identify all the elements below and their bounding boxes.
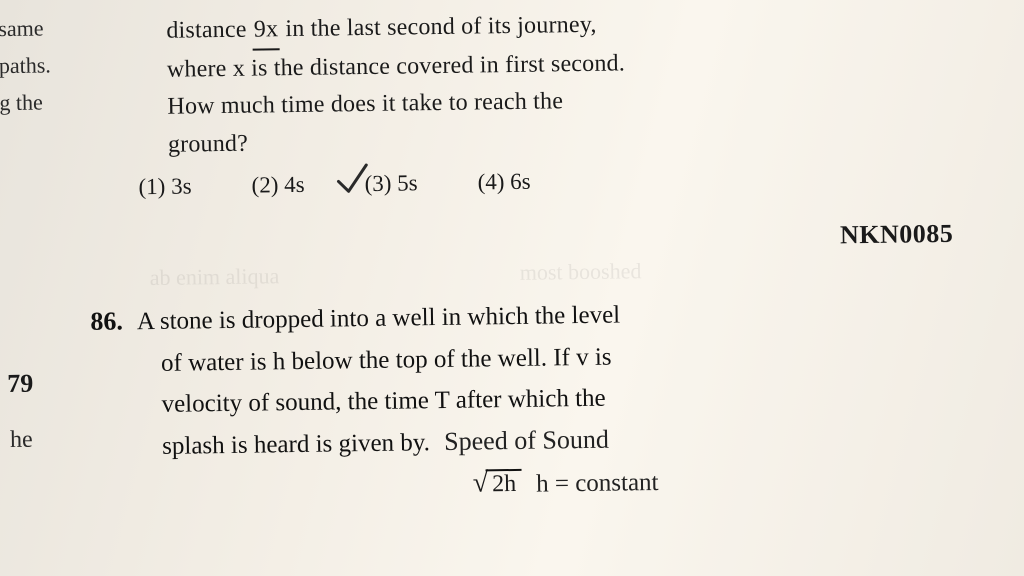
handwritten-speed-of-sound: Speed of Sound <box>444 425 609 456</box>
option-3-label: (3) 5s <box>364 170 417 196</box>
handwritten-h-constant: h = constant <box>536 469 659 499</box>
fragment-paths: paths. <box>0 47 99 84</box>
option-4: (4) 6s <box>477 168 530 195</box>
sqrt-2h: √ 2h <box>473 467 523 500</box>
checkmark-icon <box>334 161 370 197</box>
question-85-text: distance 9x in the last second of its jo… <box>166 1 982 163</box>
left-margin-fragments: same paths. g the <box>0 10 100 123</box>
q86-line4: splash is heard is given by. <box>162 429 430 460</box>
ghost-text: most booshed <box>520 258 642 286</box>
q85-l1b: in the last second of its journey, <box>279 12 597 42</box>
q85-options: (1) 3s (2) 4s (3) 5s (4) 6s <box>138 162 982 200</box>
option-3: (3) 5s <box>364 170 417 197</box>
ghost-text: ab enim aliqua <box>150 263 280 291</box>
left-number-79: 79 <box>7 369 33 399</box>
sqrt-content: 2h <box>486 468 522 497</box>
left-fragment-he: he <box>10 427 33 454</box>
bottom-fragment: √ 2h h = constant <box>473 460 987 499</box>
option-1: (1) 3s <box>138 173 191 200</box>
q85-9x: 9x <box>253 11 280 51</box>
fragment-gthe: g the <box>0 84 100 121</box>
fragment-same: same <box>0 10 99 47</box>
q86-number: 86. <box>90 300 123 343</box>
q85-l1a: distance <box>166 17 253 44</box>
option-2: (2) 4s <box>251 172 304 199</box>
question-code: NKN0085 <box>9 219 953 262</box>
question-86: 86. A stone is dropped into a well in whi… <box>90 288 986 469</box>
q86-l1: A stone is dropped into a well in which … <box>137 301 621 335</box>
textbook-page: same paths. g the distance 9x in the las… <box>0 0 1024 576</box>
